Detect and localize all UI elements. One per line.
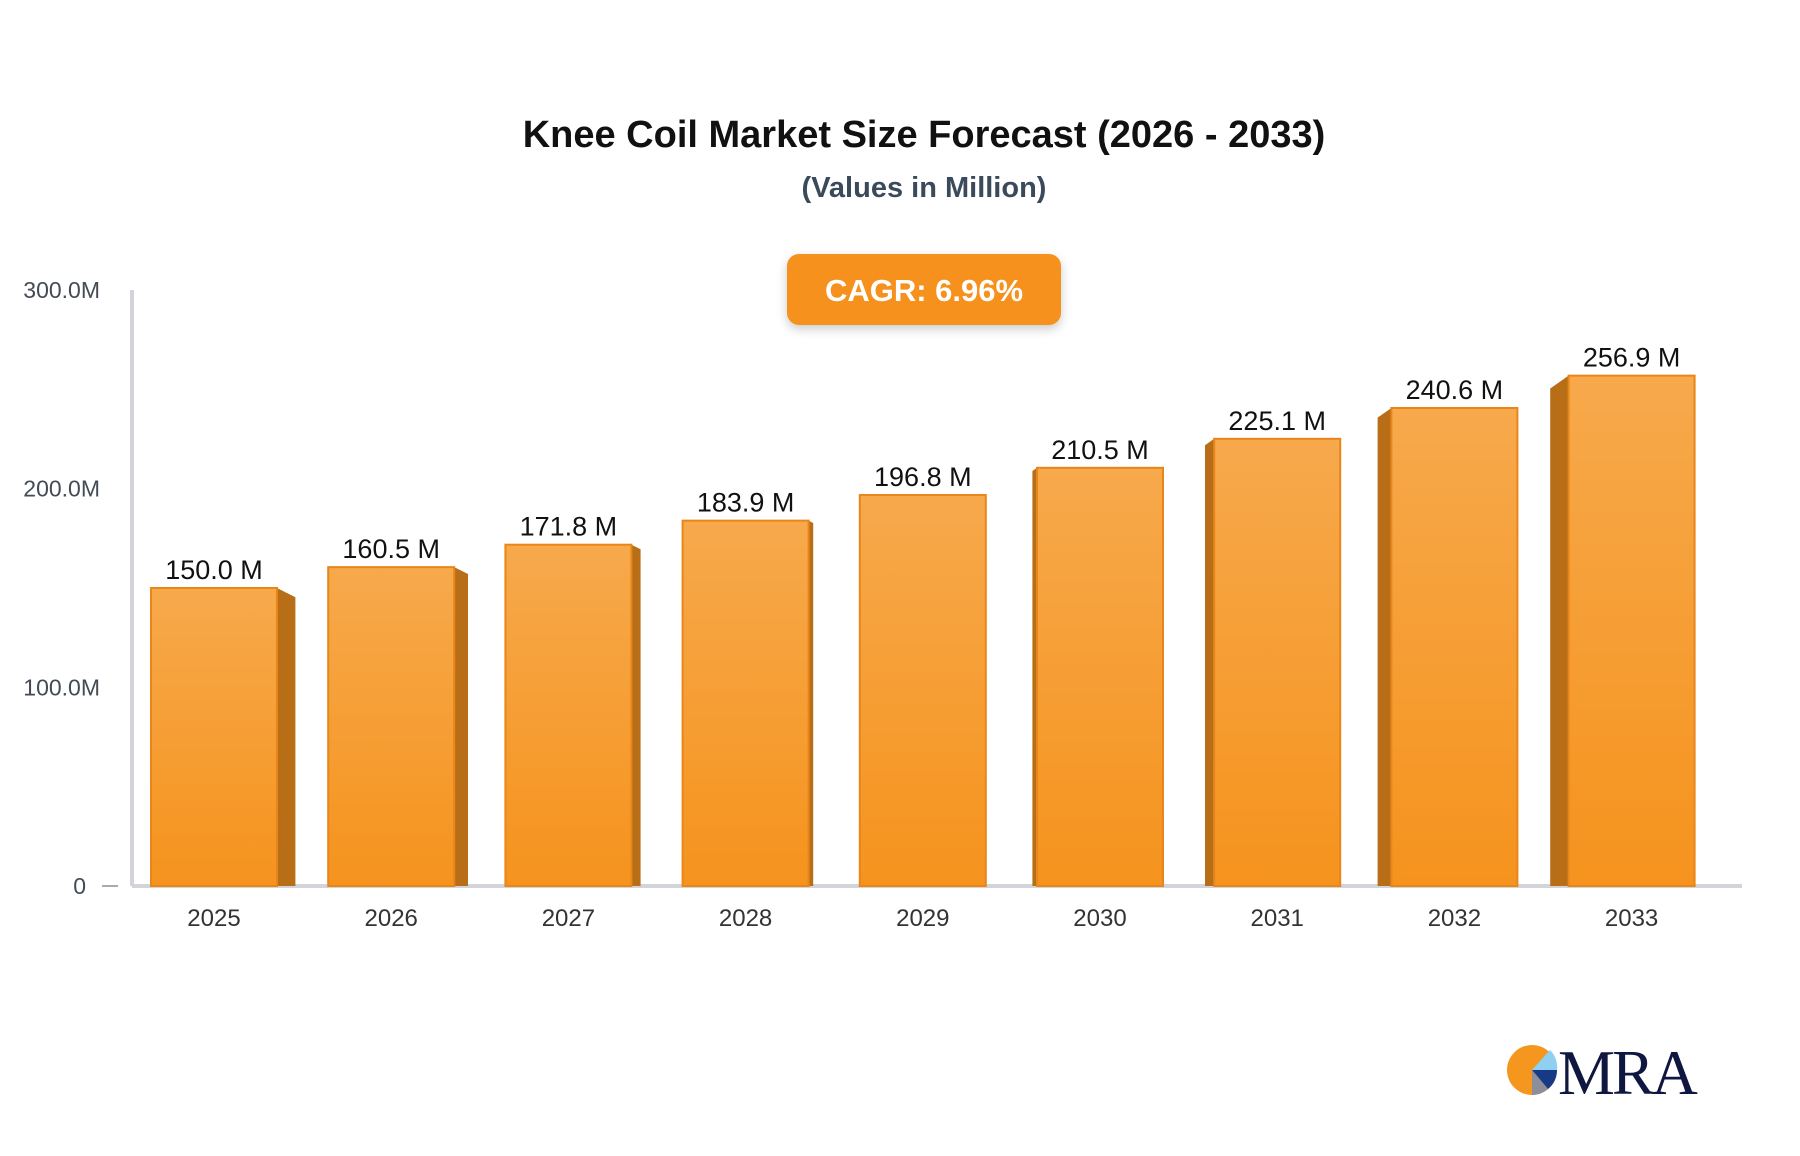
bar-2029: 196.8 M 2029 [858,462,987,932]
bar-face [1036,466,1164,887]
bar-face [504,543,633,887]
x-tick-label: 2026 [365,905,418,932]
y-tick-label: 100.0M [23,674,100,700]
bar-face [1390,407,1519,887]
bar-face [327,566,456,887]
x-tick-label: 2029 [896,905,949,932]
chart-subtitle: (Values in Million) [802,172,1047,204]
y-tick-label: 300.0M [23,277,100,303]
bar-face [681,519,810,887]
data-label: 210.5 M [1051,435,1149,465]
data-label: 183.9 M [697,488,795,518]
bar-face [1213,437,1342,887]
bar-2031: 225.1 M 2031 [1205,406,1342,932]
bar-side-face [1550,375,1569,886]
bar-side-face [1032,467,1037,886]
bar-side-face [277,588,296,886]
data-label: 225.1 M [1228,406,1326,436]
data-label: 160.5 M [342,534,440,564]
x-tick-label: 2033 [1605,905,1658,932]
cagr-text: CAGR: 6.96% [825,273,1023,308]
x-tick-label: 2028 [719,905,772,932]
y-tick-label: 0 [73,873,86,899]
y-tick-label: 200.0M [23,476,100,502]
bar-face [150,587,278,887]
bar-side-face [631,544,641,886]
data-label: 171.8 M [520,512,618,542]
data-label: 196.8 M [874,462,972,492]
cagr-badge: CAGR: 6.96% [787,254,1061,325]
bar-2028: 183.9 M 2028 [681,488,814,932]
bar-side-face [1377,408,1392,886]
chart-title: Knee Coil Market Size Forecast (2026 - 2… [523,114,1326,156]
bar-2025: 150.0 M 2025 [150,555,296,932]
bar-side-face [808,520,814,886]
x-tick-label: 2031 [1251,905,1304,932]
bar-side-face [1205,438,1215,886]
bar-2033: 256.9 M 2033 [1550,343,1696,932]
bar-2027: 171.8 M 2027 [504,512,641,932]
x-tick-label: 2030 [1073,905,1126,932]
x-tick-label: 2032 [1428,905,1481,932]
bar-2026: 160.5 M 2026 [327,534,468,932]
x-tick-label: 2025 [187,905,240,932]
bar-face [858,494,987,887]
bar-2032: 240.6 M 2032 [1377,375,1519,932]
x-tick-label: 2027 [542,905,595,932]
bar-face [1567,374,1696,887]
data-label: 256.9 M [1583,343,1681,373]
data-label: 240.6 M [1406,375,1504,405]
svg-text:MRA: MRA [1558,1037,1698,1108]
data-label: 150.0 M [165,555,263,585]
bar-side-face [454,567,468,886]
bar-2030: 210.5 M 2030 [1032,435,1164,932]
mra-logo: MRA [1507,1037,1701,1108]
